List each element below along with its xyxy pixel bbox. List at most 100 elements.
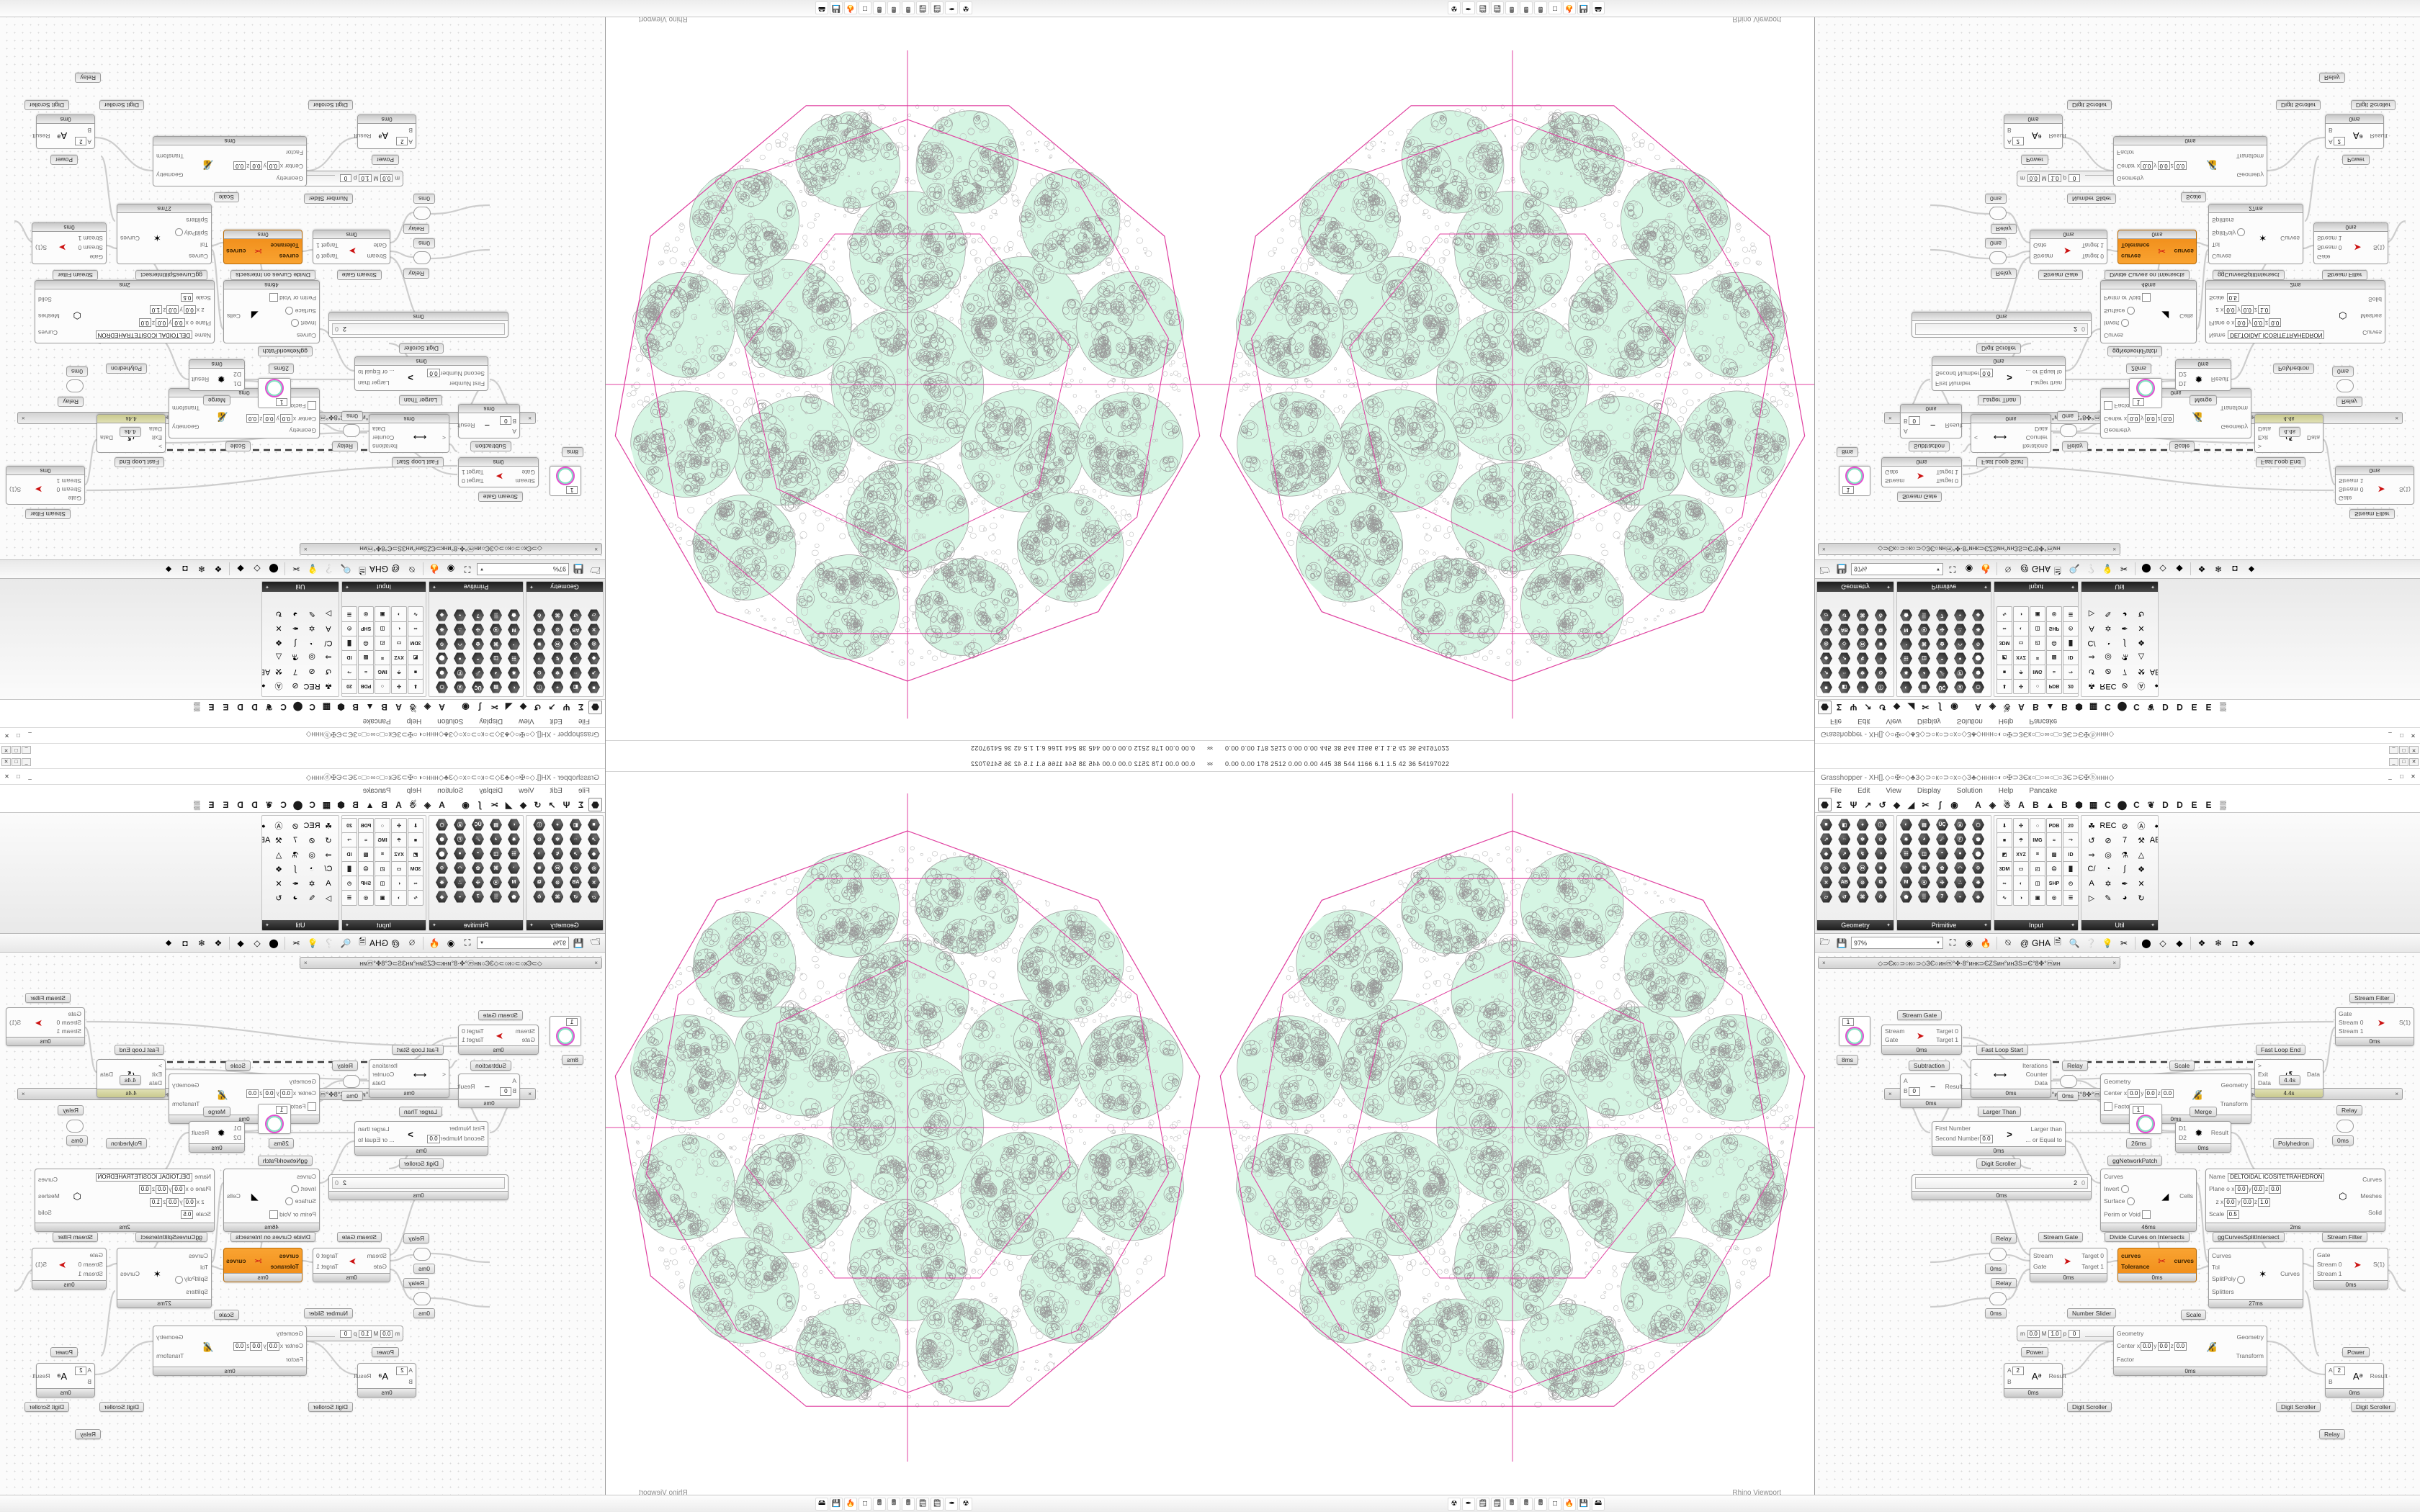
rhino-viewport-panel[interactable]: » 0.00 0.00 178 2512 0.00 0.00 445 38 54… — [605, 0, 1210, 756]
packed-circle — [923, 377, 937, 392]
packed-circle — [889, 493, 897, 500]
packed-circle — [884, 319, 894, 328]
packed-circle — [937, 408, 943, 415]
packed-circle — [889, 556, 896, 562]
packed-circle — [878, 553, 885, 559]
packed-circle — [932, 390, 941, 397]
packed-circle — [899, 446, 906, 454]
packed-circle — [946, 417, 959, 429]
packed-circle — [934, 484, 942, 492]
packed-circle — [910, 394, 919, 404]
packed-circle — [864, 410, 869, 416]
packed-circle — [908, 446, 918, 455]
packed-circle — [872, 385, 877, 390]
packed-circle — [884, 549, 887, 553]
packed-circle — [917, 323, 927, 333]
packed-circle — [929, 500, 934, 505]
packed-circle — [893, 344, 900, 351]
rhino-stats-bar: » 0.00 0.00 178 2512 0.00 0.00 445 38 54… — [606, 740, 1210, 756]
packed-circle — [851, 393, 869, 413]
packed-circle — [922, 412, 928, 418]
packed-circle — [893, 338, 898, 342]
packed-circle — [859, 388, 869, 396]
packed-circle — [889, 538, 894, 544]
packed-circle — [843, 392, 853, 402]
packed-circle — [879, 495, 884, 500]
packed-circle — [931, 336, 936, 341]
packed-circle — [949, 425, 960, 435]
packed-circle — [942, 356, 950, 366]
rhino-3d-canvas[interactable] — [606, 29, 1210, 740]
packed-circle — [876, 474, 882, 480]
packed-circle — [847, 372, 858, 382]
packed-circle — [856, 360, 871, 374]
packed-circle — [873, 366, 881, 374]
packed-circle — [866, 490, 879, 503]
packed-circle — [929, 415, 933, 419]
packed-circle — [870, 491, 874, 495]
packed-circle — [923, 415, 928, 421]
packed-circle — [913, 316, 925, 326]
packed-circle — [938, 336, 945, 343]
packed-circle — [915, 495, 920, 500]
packed-circle — [866, 428, 877, 438]
packed-circle — [867, 364, 872, 369]
packed-circle — [919, 506, 927, 514]
packed-circle — [945, 408, 949, 413]
chevron-icon: » — [1204, 747, 1210, 750]
packed-circle — [867, 485, 875, 492]
packed-circle — [884, 387, 894, 397]
packed-circle — [881, 340, 885, 345]
packed-circle — [908, 339, 917, 348]
packed-circle — [900, 333, 905, 338]
packed-circle — [928, 357, 935, 364]
packed-circle — [899, 542, 904, 547]
packed-circle — [873, 495, 878, 500]
packed-circle — [876, 367, 882, 373]
packed-circle — [869, 497, 874, 502]
packed-circle — [918, 480, 925, 487]
packed-circle — [859, 366, 864, 372]
packed-circle — [930, 386, 940, 396]
packed-circle — [926, 351, 932, 357]
packed-circle — [898, 334, 903, 339]
packed-circle — [938, 372, 949, 384]
packed-circle — [925, 351, 940, 366]
packed-circle — [962, 362, 973, 374]
packed-circle — [938, 337, 945, 343]
grasshopper-rhino-window: » 0.00 0.00 178 2512 0.00 0.00 445 38 54… — [0, 0, 1210, 756]
packed-circle — [853, 405, 859, 411]
packed-circle — [853, 382, 861, 390]
packed-circle — [923, 501, 930, 508]
packed-circle — [904, 490, 911, 498]
packed-circle — [883, 402, 892, 413]
packed-circle — [935, 377, 942, 384]
packed-circle — [853, 390, 861, 397]
packed-circle — [933, 392, 942, 400]
packed-circle — [932, 356, 938, 363]
packed-circle — [929, 379, 951, 402]
packed-circle — [902, 328, 909, 336]
packed-circle — [892, 539, 905, 552]
packed-circle — [877, 410, 884, 416]
packed-circle — [953, 386, 964, 397]
packed-circle — [931, 335, 936, 338]
packed-circle — [899, 537, 907, 544]
packed-circle — [923, 341, 931, 348]
packing-clip-group — [627, 104, 1188, 666]
packed-circle — [894, 536, 900, 541]
packed-circle — [922, 415, 926, 418]
packed-circle — [894, 339, 900, 344]
packed-circle — [872, 405, 879, 411]
packed-circle — [925, 343, 931, 348]
packed-circle — [940, 403, 947, 410]
packed-circle — [940, 404, 945, 409]
packed-circle — [895, 482, 902, 490]
packed-circle — [864, 387, 870, 394]
packed-circle — [874, 381, 878, 386]
packed-circle — [861, 399, 868, 406]
packed-circle — [866, 423, 876, 433]
packed-circle — [897, 329, 903, 335]
packed-circle — [933, 499, 941, 507]
packed-circle — [854, 431, 862, 438]
